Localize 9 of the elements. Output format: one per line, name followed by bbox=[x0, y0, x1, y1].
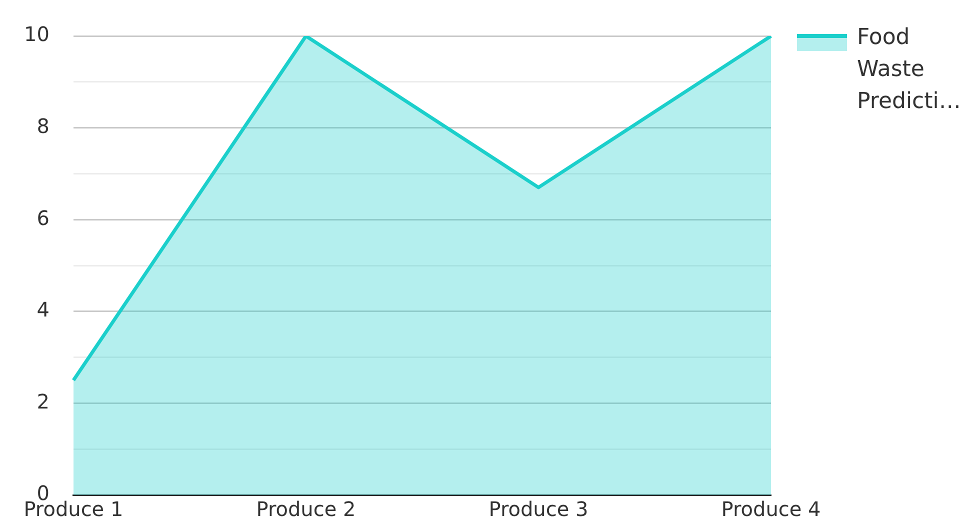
legend-label: Food Waste Predicti… bbox=[857, 24, 962, 116]
x-tick-label: Produce 3 bbox=[488, 497, 588, 522]
x-tick-label: Produce 2 bbox=[256, 497, 356, 522]
y-tick-label: 4 bbox=[36, 298, 50, 322]
y-tick-label: 10 bbox=[24, 22, 50, 46]
y-tick-label: 2 bbox=[36, 389, 50, 414]
y-tick-label: 8 bbox=[36, 114, 50, 138]
y-tick-label: 6 bbox=[36, 206, 50, 230]
x-tick-label: Produce 4 bbox=[721, 497, 821, 522]
